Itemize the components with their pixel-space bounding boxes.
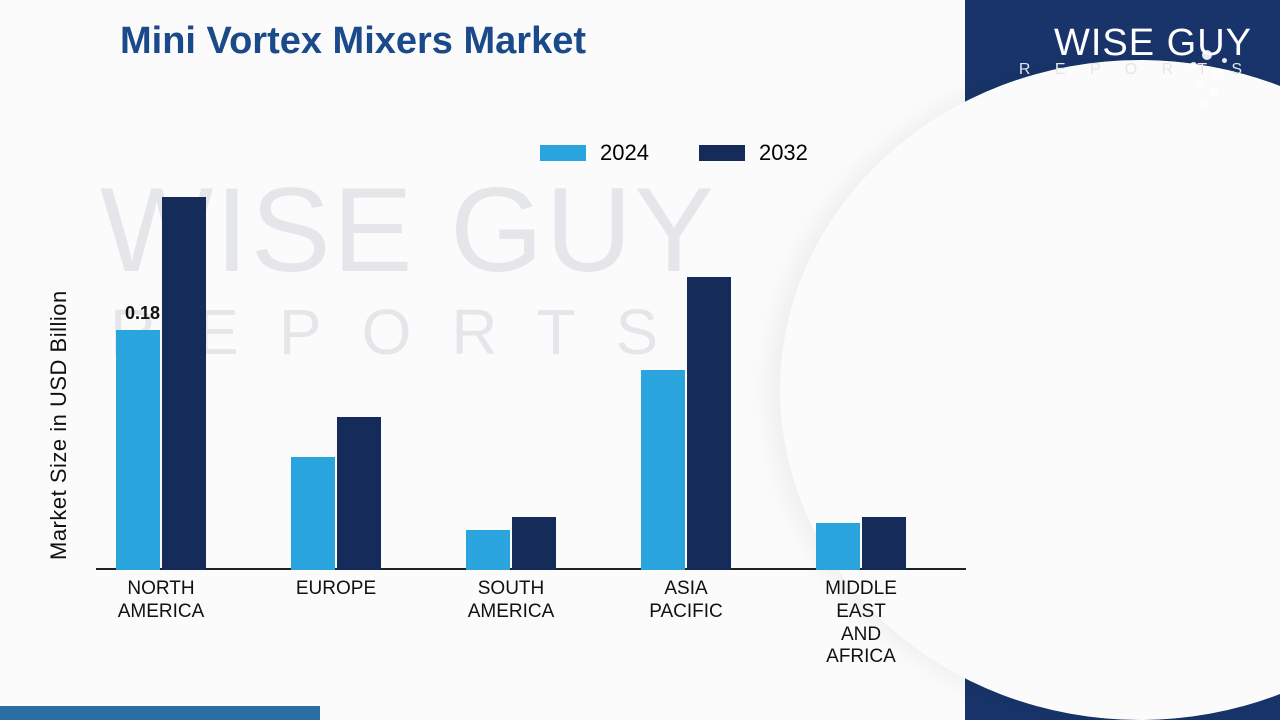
bar bbox=[291, 457, 335, 570]
bar bbox=[162, 197, 206, 570]
legend-item-2032: 2032 bbox=[699, 140, 808, 166]
bar bbox=[862, 517, 906, 570]
brand-head-icon bbox=[1162, 40, 1242, 130]
legend-item-2024: 2024 bbox=[540, 140, 649, 166]
legend-label: 2024 bbox=[600, 140, 649, 166]
x-tick-label: SOUTHAMERICA bbox=[436, 578, 586, 624]
bar bbox=[512, 517, 556, 570]
plot-area: 0.18 bbox=[96, 170, 966, 570]
bar bbox=[687, 277, 731, 570]
x-tick-label: MIDDLEEASTANDAFRICA bbox=[786, 578, 936, 669]
legend-swatch-icon bbox=[540, 145, 586, 161]
data-label: 0.18 bbox=[114, 303, 160, 324]
brand-logo: WISE GUY R E P O R T S bbox=[992, 24, 1252, 78]
chart-stage: WISE GUY R E P O R T S WISE GUY REPORTS … bbox=[0, 0, 1280, 720]
legend: 2024 2032 bbox=[540, 140, 808, 166]
bar bbox=[816, 523, 860, 570]
y-axis-label: Market Size in USD Billion bbox=[46, 290, 72, 560]
footer-accent-bar bbox=[0, 706, 320, 720]
legend-label: 2032 bbox=[759, 140, 808, 166]
bar bbox=[116, 330, 160, 570]
x-tick-label: NORTHAMERICA bbox=[86, 578, 236, 624]
bar bbox=[641, 370, 685, 570]
x-tick-label: EUROPE bbox=[261, 578, 411, 601]
x-tick-label: ASIAPACIFIC bbox=[611, 578, 761, 624]
legend-swatch-icon bbox=[699, 145, 745, 161]
bar bbox=[466, 530, 510, 570]
chart-title: Mini Vortex Mixers Market bbox=[120, 20, 586, 63]
bar bbox=[337, 417, 381, 570]
